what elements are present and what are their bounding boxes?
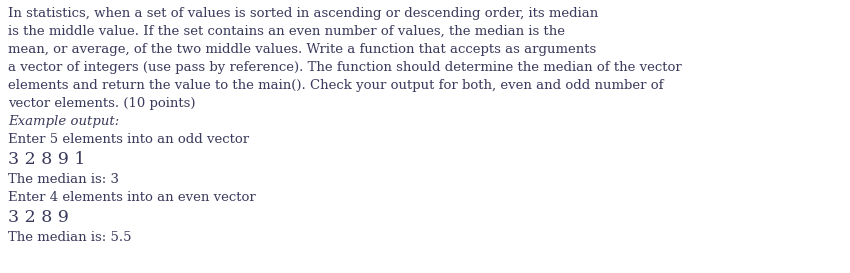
Text: Enter 5 elements into an odd vector: Enter 5 elements into an odd vector xyxy=(8,133,249,146)
Text: Example output:: Example output: xyxy=(8,115,119,128)
Text: elements and return the value to the main(). Check your output for both, even an: elements and return the value to the mai… xyxy=(8,79,664,92)
Text: is the middle value. If the set contains an even number of values, the median is: is the middle value. If the set contains… xyxy=(8,25,565,38)
Text: 3 2 8 9 1: 3 2 8 9 1 xyxy=(8,151,85,168)
Text: Enter 4 elements into an even vector: Enter 4 elements into an even vector xyxy=(8,191,256,204)
Text: 3 2 8 9: 3 2 8 9 xyxy=(8,209,69,226)
Text: In statistics, when a set of values is sorted in ascending or descending order, : In statistics, when a set of values is s… xyxy=(8,7,598,20)
Text: mean, or average, of the two middle values. Write a function that accepts as arg: mean, or average, of the two middle valu… xyxy=(8,43,596,56)
Text: vector elements. (10 points): vector elements. (10 points) xyxy=(8,97,196,110)
Text: The median is: 5.5: The median is: 5.5 xyxy=(8,231,132,244)
Text: a vector of integers (use pass by reference). The function should determine the : a vector of integers (use pass by refere… xyxy=(8,61,682,74)
Text: The median is: 3: The median is: 3 xyxy=(8,173,119,186)
